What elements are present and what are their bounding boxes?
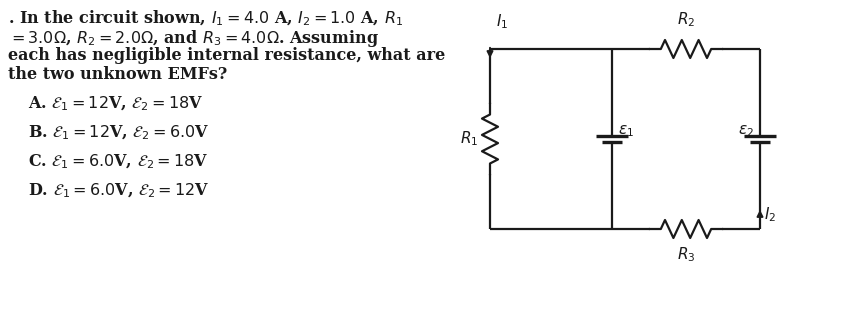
Text: $R_1$: $R_1$: [460, 130, 478, 148]
Text: C. $\mathcal{E}_1 = 6.0$V, $\mathcal{E}_2 = 18$V: C. $\mathcal{E}_1 = 6.0$V, $\mathcal{E}_…: [28, 153, 208, 171]
Text: . In the circuit shown, $I_1 = 4.0$ A, $I_2 = 1.0$ A, $R_1$: . In the circuit shown, $I_1 = 4.0$ A, $…: [8, 9, 404, 29]
Text: D. $\mathcal{E}_1 = 6.0$V, $\mathcal{E}_2 = 12$V: D. $\mathcal{E}_1 = 6.0$V, $\mathcal{E}_…: [28, 182, 209, 200]
Text: each has negligible internal resistance, what are: each has negligible internal resistance,…: [8, 47, 445, 64]
Text: $R_3$: $R_3$: [677, 245, 695, 264]
Text: $\varepsilon_1$: $\varepsilon_1$: [618, 123, 634, 139]
Text: B. $\mathcal{E}_1 = 12$V, $\mathcal{E}_2 = 6.0$V: B. $\mathcal{E}_1 = 12$V, $\mathcal{E}_2…: [28, 124, 209, 142]
Text: the two unknown EMFs?: the two unknown EMFs?: [8, 66, 227, 83]
Text: $I_1$: $I_1$: [496, 12, 509, 31]
Text: $= 3.0\Omega$, $R_2 = 2.0\Omega$, and $R_3 = 4.0\Omega$. Assuming: $= 3.0\Omega$, $R_2 = 2.0\Omega$, and $R…: [8, 28, 379, 49]
Text: $I_2$: $I_2$: [764, 205, 776, 224]
Text: $R_2$: $R_2$: [677, 10, 695, 29]
Text: A. $\mathcal{E}_1 = 12$V, $\mathcal{E}_2 = 18$V: A. $\mathcal{E}_1 = 12$V, $\mathcal{E}_2…: [28, 95, 203, 113]
Text: $\varepsilon_2$: $\varepsilon_2$: [738, 123, 754, 139]
